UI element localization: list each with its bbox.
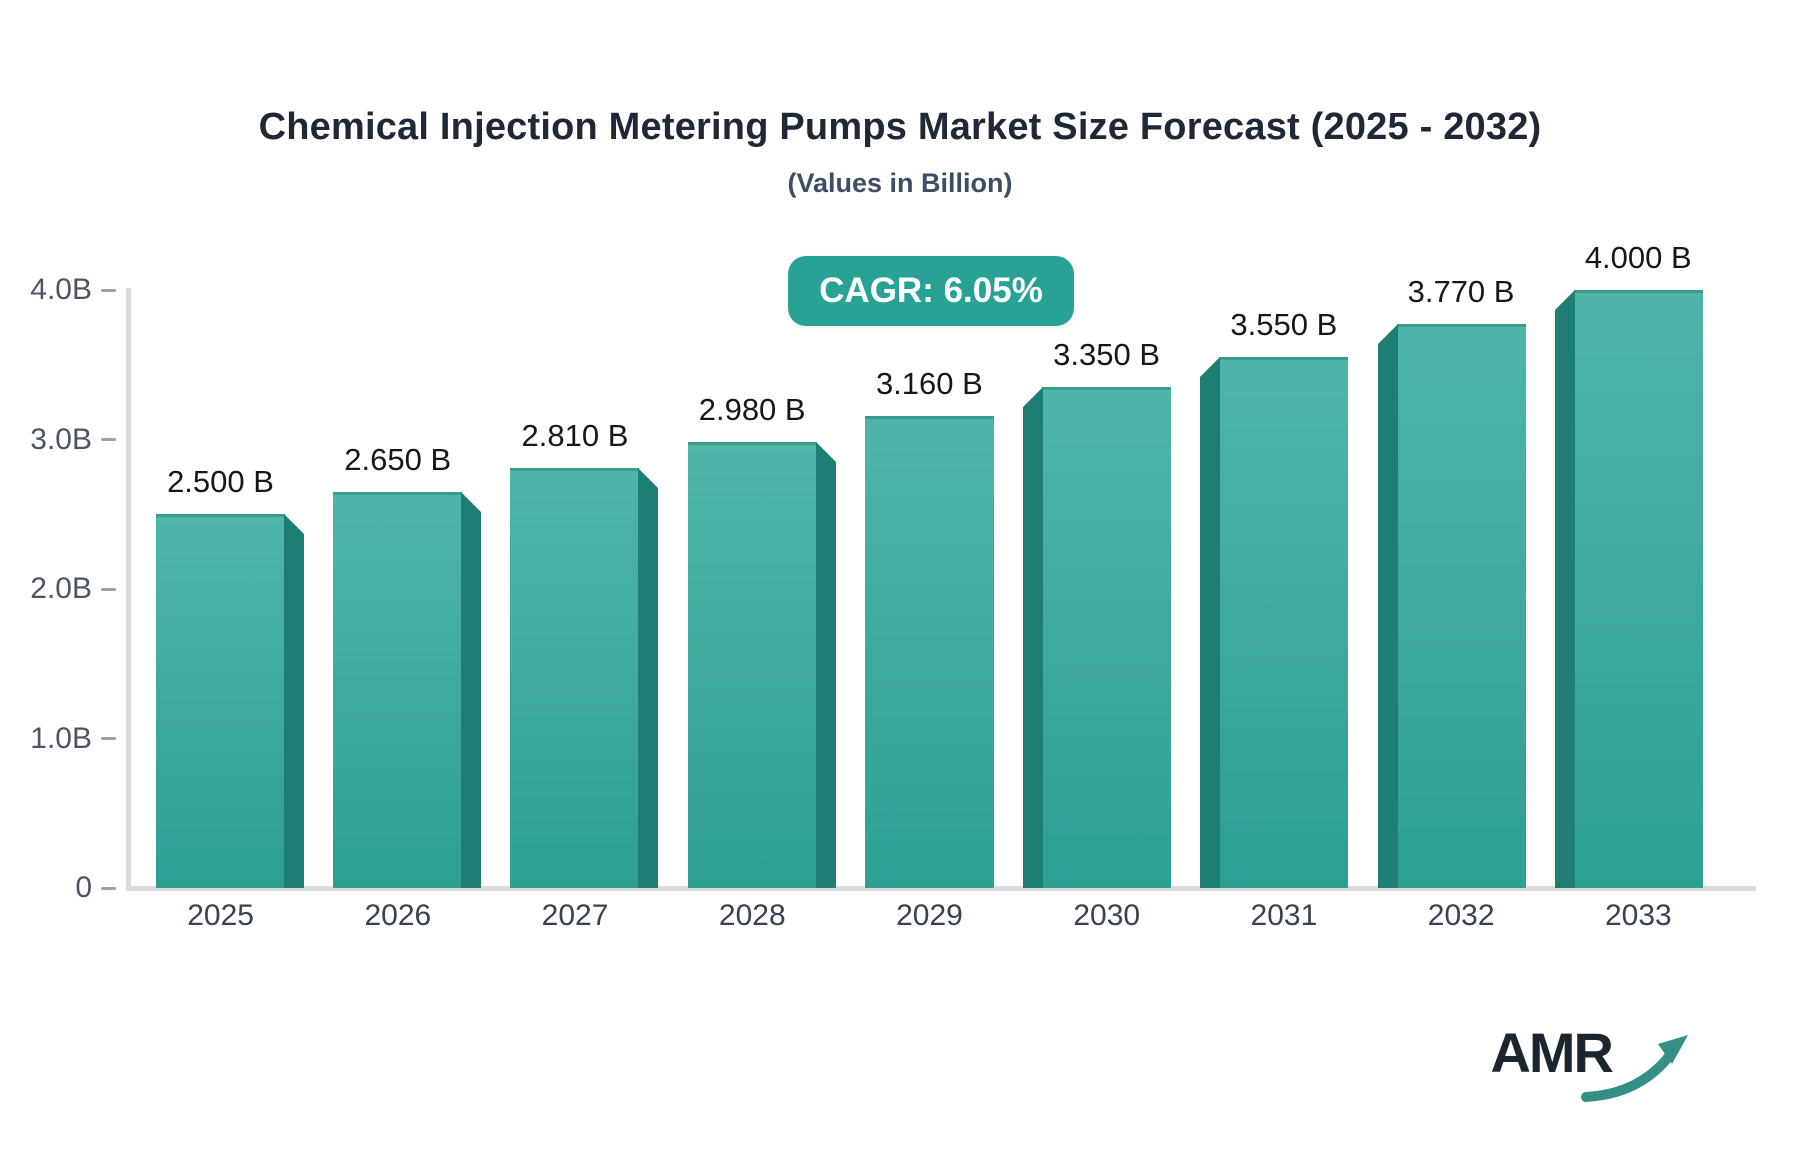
bar-side-panel [1377,324,1398,888]
bar-slot-2026: 2.650 B [309,290,486,888]
bar-slot-2031: 3.550 B [1195,290,1372,888]
y-tick-2.0B: 2.0B [0,572,116,605]
chart-title: Chemical Injection Metering Pumps Market… [258,106,1542,148]
bar-slot-2030: 3.350 B [1018,290,1195,888]
value-label-2031: 3.550 B [1230,307,1338,342]
y-tick-label: 3.0B [30,422,92,456]
x-label-2026: 2026 [364,899,432,932]
y-tick-3.0B: 3.0B [0,422,116,456]
value-label-2029: 3.160 B [875,366,983,401]
logo-arrow-icon [1581,1035,1688,1102]
x-label-2032: 2032 [1427,899,1495,932]
y-tick-0: 0 [0,871,116,904]
bar-slot-2032: 3.770 B [1373,274,1550,888]
bar-slot-2025: 2.500 B [132,290,309,888]
bar-side-panel [638,468,659,888]
plot-area: 2.500 B 2.650 B 2.810 B 2.980 B 3.160 B 3.350… [132,240,1727,888]
x-label-2025: 2025 [187,899,254,932]
amr-logo: AMR [1490,1025,1700,1106]
bar-2032 [1396,324,1526,888]
value-label-2030: 3.350 B [1053,337,1161,372]
x-label-2027: 2027 [541,899,609,932]
cagr-badge: CAGR: 6.05% [788,256,1074,326]
y-tick-label: 2.0B [30,572,92,605]
chart-subtitle: (Values in Billion) [787,168,1013,198]
value-label-2026: 2.650 B [344,442,452,477]
x-label-2028: 2028 [718,899,786,932]
y-tick-mark [101,886,116,890]
bar-2026 [333,492,463,888]
x-axis-labels: 2025 2026 2027 2028 2029 2030 2031 2032 2033 [132,899,1727,933]
y-tick-4.0B: 4.0B [0,273,116,306]
value-label-2025: 2.500 B [167,464,274,499]
bar-2028 [687,442,817,888]
x-label-2031: 2031 [1250,899,1318,932]
bar-slot-2027: 2.810 B [486,290,663,888]
bar-side-panel [815,442,836,888]
x-axis-line [126,886,1756,891]
x-label-2030: 2030 [1073,899,1141,932]
value-label-2032: 3.770 B [1407,274,1515,309]
x-label-2033: 2033 [1604,899,1672,932]
y-tick-mark [101,288,116,292]
y-axis-line [126,288,131,889]
bar-side-panel [1023,387,1044,888]
y-tick-mark [101,438,116,441]
bar-2033 [1573,290,1703,888]
y-tick-label: 1.0B [30,721,92,755]
bar-2027 [510,468,640,888]
y-tick-mark [101,587,116,591]
bar-slot-2028: 2.980 B [664,290,841,888]
bar-2025 [156,514,285,888]
bar-2031 [1219,357,1349,888]
bar-2029 [864,416,994,888]
bar-side-panel [284,514,304,888]
bar-side-panel [1200,357,1221,888]
value-label-2028: 2.980 B [698,392,806,427]
bar-slot-2033: 4.000 B [1550,240,1727,888]
bar-side-panel [1554,290,1575,888]
y-tick-mark [101,737,116,740]
y-tick-label: 0 [75,871,92,904]
value-label-2033: 4.000 B [1584,240,1692,275]
logo-text: AMR [1490,1021,1614,1084]
y-tick-1.0B: 1.0B [0,721,116,755]
y-tick-label: 4.0B [30,273,92,306]
x-label-2029: 2029 [896,899,963,932]
bar-slot-2029: 3.160 B [841,290,1018,888]
value-label-2027: 2.810 B [521,418,629,453]
bar-2030 [1042,387,1172,888]
bar-side-panel [461,492,482,888]
